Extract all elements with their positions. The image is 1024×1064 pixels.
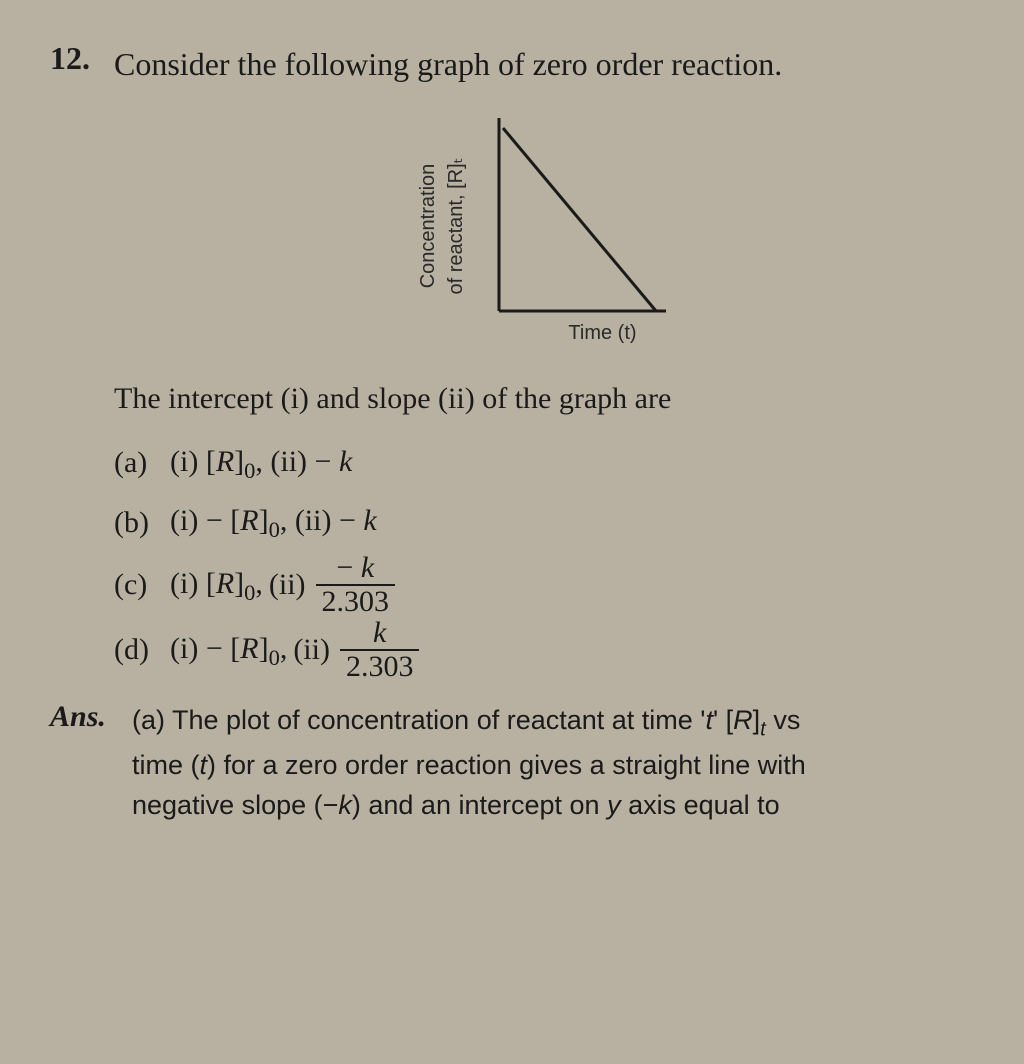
zero-order-graph: Concentration of reactant, [R]ₜ Time (t) — [114, 106, 974, 351]
option-text: (i) [R]0, (ii) − k — [170, 433, 352, 493]
question-number: 12. — [50, 40, 102, 682]
fraction: k 2.303 — [340, 617, 420, 682]
answer-block: Ans. (a) The plot of concentration of re… — [50, 700, 974, 826]
chart-svg: Concentration of reactant, [R]ₜ Time (t) — [404, 106, 684, 351]
option-label: (c) — [114, 556, 162, 613]
option-text: (i) [R]0, (ii) − k 2.303 — [170, 552, 399, 617]
option-d: (d) (i) − [R]0, (ii) k 2.303 — [114, 617, 974, 682]
option-a: (a) (i) [R]0, (ii) − k — [114, 433, 974, 493]
question-content: Consider the following graph of zero ord… — [114, 40, 974, 682]
option-text: (i) − [R]0, (ii) k 2.303 — [170, 617, 423, 682]
svg-text:Time (t): Time (t) — [568, 322, 636, 344]
question-prompt: The intercept (i) and slope (ii) of the … — [114, 376, 974, 423]
fraction: − k 2.303 — [316, 552, 396, 617]
option-label: (d) — [114, 621, 162, 678]
option-label: (a) — [114, 434, 162, 491]
question-block: 12. Consider the following graph of zero… — [50, 40, 974, 682]
answer-text: (a) The plot of concentration of reactan… — [132, 700, 806, 826]
option-label: (b) — [114, 494, 162, 551]
options-list: (a) (i) [R]0, (ii) − k (b) (i) − [R]0, (… — [114, 433, 974, 683]
option-c: (c) (i) [R]0, (ii) − k 2.303 — [114, 552, 974, 617]
option-text: (i) − [R]0, (ii) − k — [170, 492, 377, 552]
svg-text:of reactant, [R]ₜ: of reactant, [R]ₜ — [445, 157, 467, 294]
svg-text:Concentration: Concentration — [417, 164, 439, 289]
answer-label: Ans. — [50, 700, 120, 826]
question-text: Consider the following graph of zero ord… — [114, 40, 974, 88]
option-b: (b) (i) − [R]0, (ii) − k — [114, 492, 974, 552]
